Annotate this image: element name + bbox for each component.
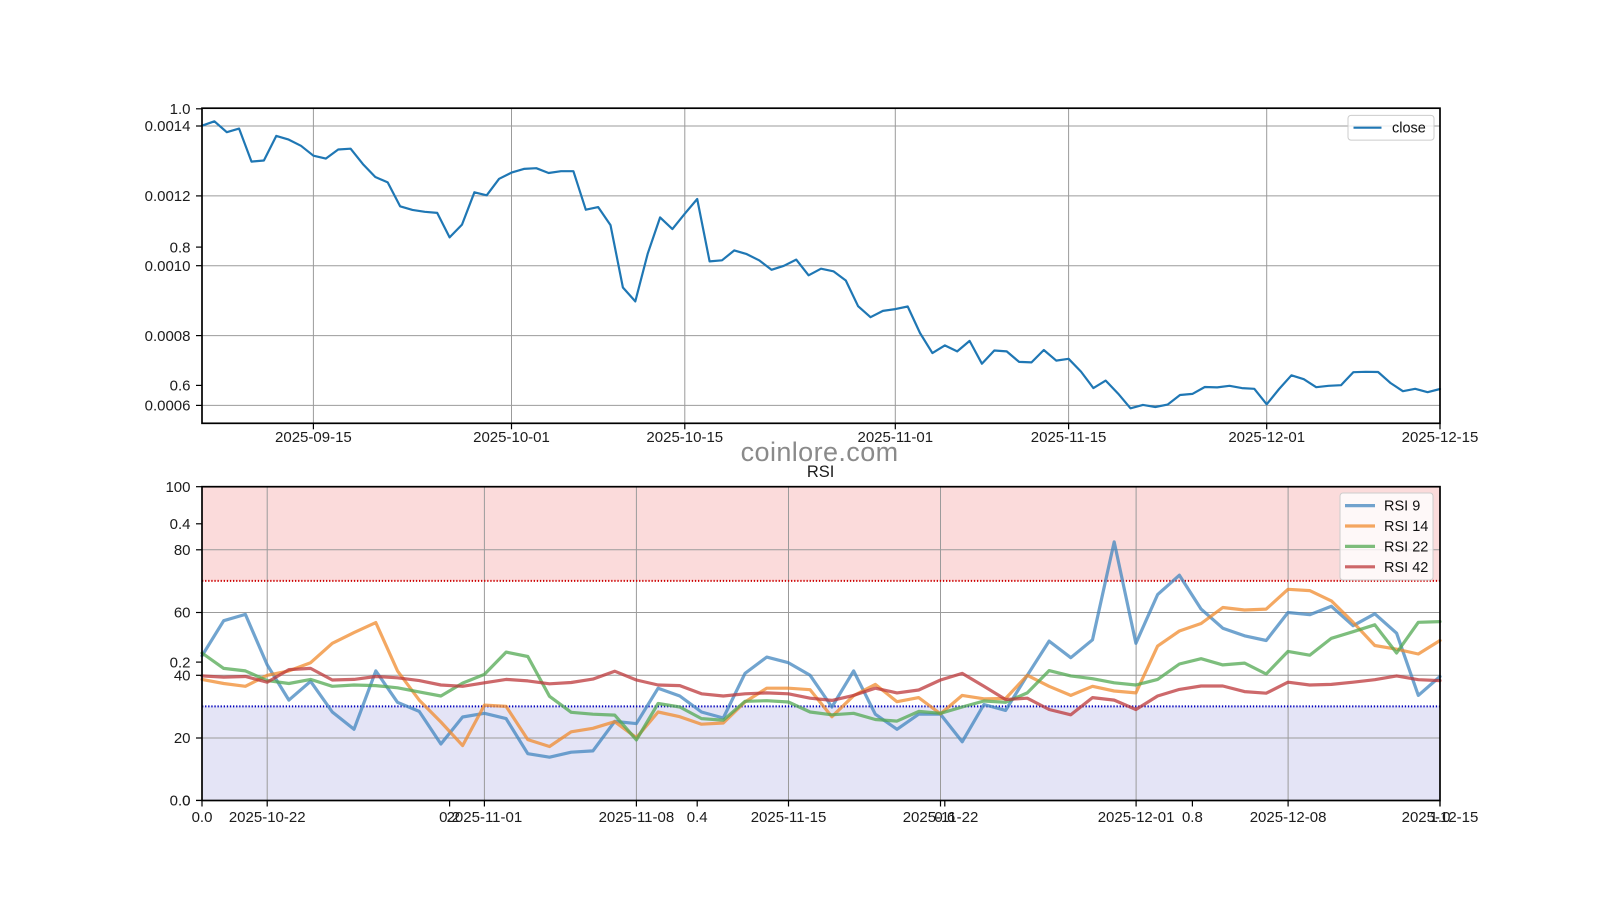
svg-text:1.0: 1.0 xyxy=(170,101,191,118)
svg-text:2025-09-15: 2025-09-15 xyxy=(275,429,352,446)
svg-text:0.0006: 0.0006 xyxy=(145,398,191,415)
svg-text:2025-10-01: 2025-10-01 xyxy=(473,429,550,446)
svg-text:2025-11-01: 2025-11-01 xyxy=(447,809,523,826)
svg-text:0.8: 0.8 xyxy=(1182,809,1203,826)
svg-text:2025-12-01: 2025-12-01 xyxy=(1098,809,1175,826)
svg-text:1.0: 1.0 xyxy=(1430,809,1451,826)
svg-text:close: close xyxy=(1392,120,1426,136)
svg-text:60: 60 xyxy=(174,605,191,622)
svg-text:2025-11-15: 2025-11-15 xyxy=(751,809,827,826)
svg-text:RSI 22: RSI 22 xyxy=(1384,539,1428,555)
svg-text:0.0: 0.0 xyxy=(192,809,213,826)
svg-text:2025-11-22: 2025-11-22 xyxy=(903,809,979,826)
svg-text:2025-10-15: 2025-10-15 xyxy=(646,429,723,446)
svg-text:0: 0 xyxy=(182,793,190,810)
svg-text:2025-11-08: 2025-11-08 xyxy=(599,809,675,826)
svg-text:100: 100 xyxy=(165,479,190,496)
svg-text:0.0: 0.0 xyxy=(170,793,191,810)
svg-text:40: 40 xyxy=(174,668,191,685)
svg-text:2025-11-15: 2025-11-15 xyxy=(1031,429,1107,446)
svg-text:2025-10-22: 2025-10-22 xyxy=(229,809,306,826)
svg-text:0.0014: 0.0014 xyxy=(145,118,191,135)
svg-text:0.6: 0.6 xyxy=(170,378,191,395)
svg-text:0.2: 0.2 xyxy=(439,809,460,826)
svg-text:80: 80 xyxy=(174,542,191,559)
svg-text:coinlore.com: coinlore.com xyxy=(741,437,899,467)
svg-text:2025-12-01: 2025-12-01 xyxy=(1228,429,1305,446)
svg-text:0.0012: 0.0012 xyxy=(145,188,191,205)
svg-text:2025-11-01: 2025-11-01 xyxy=(857,429,933,446)
svg-text:RSI 9: RSI 9 xyxy=(1384,499,1420,515)
svg-text:RSI 14: RSI 14 xyxy=(1384,519,1428,535)
svg-text:RSI 42: RSI 42 xyxy=(1384,560,1428,576)
svg-text:2025-12-15: 2025-12-15 xyxy=(1402,429,1479,446)
svg-text:0.8: 0.8 xyxy=(170,239,191,256)
svg-text:0.0010: 0.0010 xyxy=(145,258,191,275)
svg-text:2025-12-15: 2025-12-15 xyxy=(1402,809,1479,826)
svg-text:0.0008: 0.0008 xyxy=(145,328,191,345)
svg-text:2025-12-08: 2025-12-08 xyxy=(1250,809,1327,826)
svg-text:0.4: 0.4 xyxy=(687,809,708,826)
svg-text:RSI: RSI xyxy=(807,463,835,481)
svg-text:0.6: 0.6 xyxy=(934,809,955,826)
svg-text:0.2: 0.2 xyxy=(170,654,191,671)
svg-text:20: 20 xyxy=(174,730,191,747)
svg-text:0.4: 0.4 xyxy=(170,516,191,533)
